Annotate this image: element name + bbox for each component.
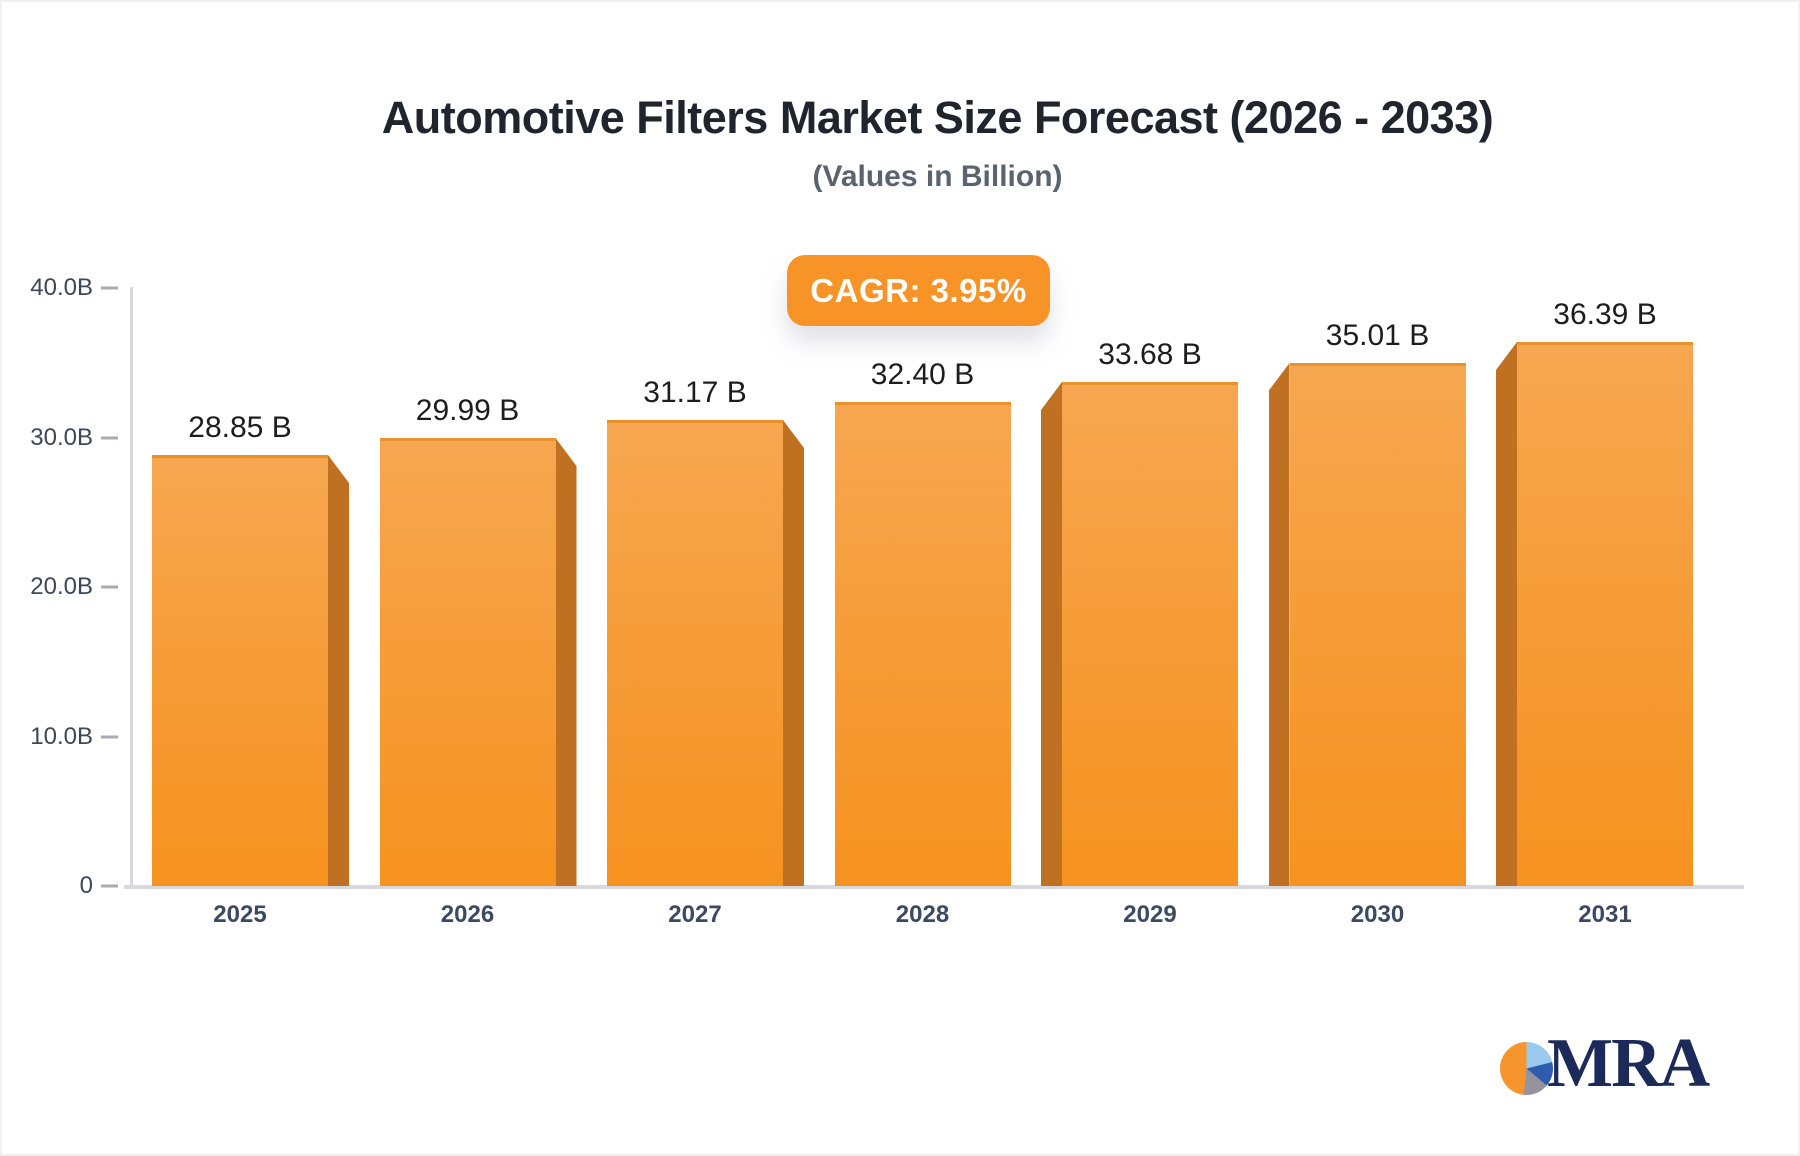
x-tick-label: 2025	[213, 901, 267, 928]
x-axis-line	[124, 885, 1744, 889]
y-tick-dash	[101, 286, 118, 290]
brand-logo: MRA	[1500, 1029, 1710, 1099]
bar-value-label: 33.68 B	[1098, 338, 1202, 371]
bar-value-label: 31.17 B	[643, 376, 747, 409]
bar-2026	[379, 438, 556, 886]
bar-2027	[607, 420, 783, 886]
bar-2025	[152, 455, 328, 886]
bar-side-face	[783, 420, 804, 886]
x-tick-label: 2029	[1123, 901, 1177, 928]
bar-2028	[834, 402, 1011, 886]
cagr-badge-label: CAGR: 3.95%	[810, 271, 1027, 309]
bar-value-label: 35.01 B	[1325, 319, 1430, 352]
x-tick-label: 2031	[1578, 901, 1632, 928]
y-tick-dash	[101, 585, 118, 589]
x-tick-label: 2027	[668, 901, 722, 928]
bar-2029	[1062, 382, 1238, 886]
bar-side-face	[1268, 363, 1290, 886]
bar-2031	[1517, 342, 1693, 886]
bar-side-face	[1041, 382, 1062, 886]
bar-value-label: 28.85 B	[188, 411, 292, 444]
x-tick-label: 2026	[440, 901, 495, 928]
chart-title: Automotive Filters Market Size Forecast …	[381, 92, 1494, 143]
y-tick-label: 0	[79, 872, 93, 899]
pie-chart-icon	[1500, 1041, 1553, 1095]
bar-value-label: 36.39 B	[1553, 298, 1657, 331]
cagr-badge: CAGR: 3.95%	[787, 255, 1050, 326]
bar-side-face	[555, 438, 577, 886]
y-tick-dash	[101, 735, 118, 738]
bar-2030	[1289, 363, 1466, 886]
bar-value-label: 32.40 B	[870, 358, 975, 391]
y-tick-label: 40.0B	[30, 274, 93, 301]
bar-side-face	[328, 455, 349, 886]
y-tick-label: 20.0B	[30, 573, 93, 600]
chart-subtitle: (Values in Billion)	[812, 160, 1063, 193]
y-tick-dash	[101, 436, 118, 439]
y-tick-label: 30.0B	[30, 423, 93, 451]
y-tick-label: 10.0B	[30, 722, 93, 750]
x-tick-label: 2030	[1350, 901, 1405, 928]
y-tick-dash	[101, 884, 118, 888]
brand-logo-text: MRA	[1547, 1025, 1710, 1102]
y-axis-line	[130, 287, 133, 887]
bar-side-face	[1496, 342, 1517, 886]
x-tick-label: 2028	[895, 901, 950, 928]
bar-value-label: 29.99 B	[415, 394, 520, 427]
